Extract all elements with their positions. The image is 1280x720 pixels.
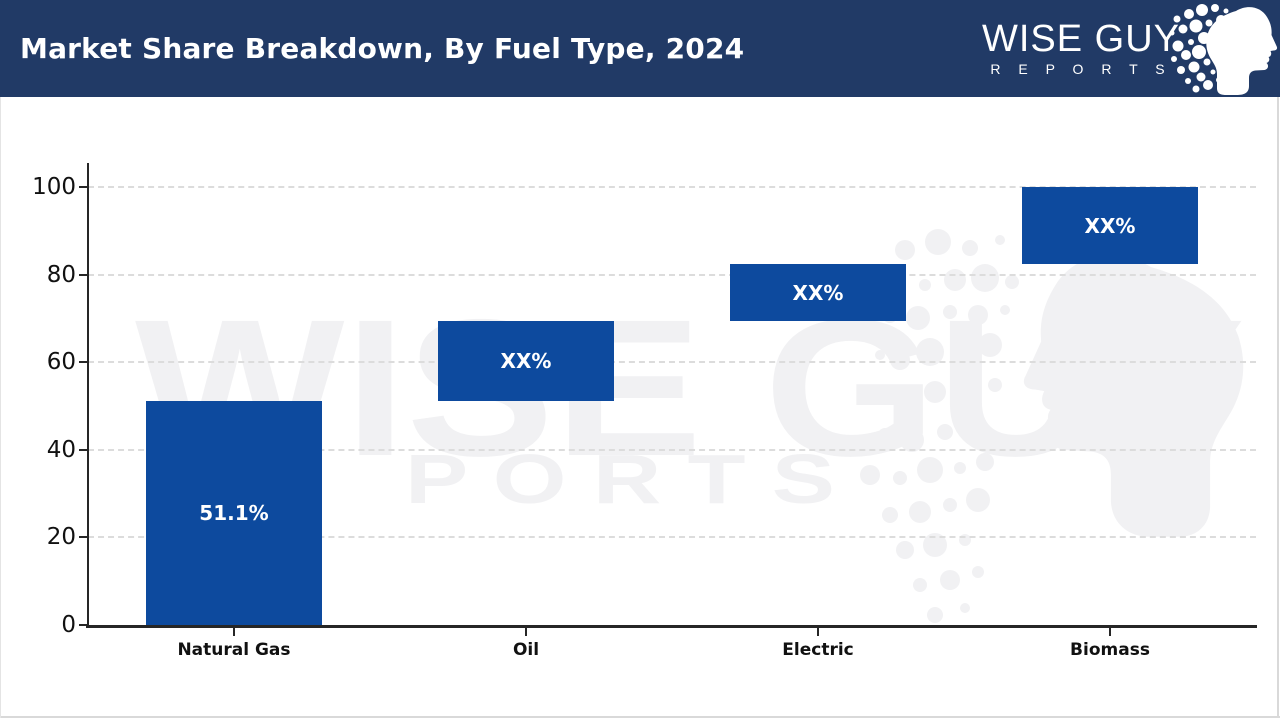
- y-tick-label: 0: [61, 612, 76, 638]
- y-tick-mark: [79, 624, 87, 626]
- bottom-border-line: [0, 716, 1280, 718]
- y-tick-label: 100: [32, 174, 76, 200]
- right-border-line: [1277, 97, 1279, 718]
- dotted-head-logo-icon: [1169, 3, 1278, 95]
- x-tick-label-oil: Oil: [512, 640, 540, 660]
- y-tick-mark: [79, 186, 87, 188]
- x-axis-spine: [86, 625, 1257, 628]
- bar-value-label: 51.1%: [199, 501, 269, 526]
- brand-logo: WISE GUY R E P O R T S: [982, 0, 1278, 97]
- bar-biomass: [1022, 187, 1198, 265]
- page-title: Market Share Breakdown, By Fuel Type, 20…: [20, 32, 745, 65]
- head-profile-shape: [1206, 6, 1278, 95]
- x-tick-label-natural-gas: Natural Gas: [177, 640, 291, 660]
- y-axis-spine: [87, 163, 89, 627]
- y-tick-mark: [79, 361, 87, 364]
- brand-subtext: R E P O R T S: [990, 61, 1172, 77]
- bar-oil: [438, 321, 614, 402]
- y-tick-label: 40: [46, 436, 76, 463]
- y-tick-mark: [79, 448, 87, 451]
- y-tick-mark: [79, 536, 87, 539]
- x-tick-label-electric: Electric: [782, 640, 854, 660]
- y-tick-label: 20: [46, 524, 76, 551]
- bar-value-label: XX%: [792, 280, 844, 305]
- brand-wordmark: WISE GUY: [981, 18, 1180, 60]
- x-tick-mark: [1109, 628, 1111, 636]
- x-tick-mark: [525, 628, 527, 636]
- brand-logo-text: WISE GUY R E P O R T S: [982, 20, 1180, 77]
- bar-value-label: XX%: [500, 349, 552, 374]
- x-tick-label-biomass: Biomass: [1070, 640, 1150, 660]
- y-tick-mark: [79, 273, 87, 276]
- gridline-40: [88, 448, 1256, 451]
- gridline-60: [88, 361, 1256, 364]
- y-tick-label: 80: [46, 261, 76, 288]
- gridline-80: [88, 273, 1256, 276]
- gridline-100: [88, 186, 1256, 188]
- bar-value-label: XX%: [1084, 213, 1136, 238]
- x-tick-mark: [233, 628, 235, 636]
- gridline-20: [88, 536, 1256, 539]
- bar-electric: [730, 264, 906, 322]
- left-border-line: [0, 97, 1, 718]
- x-tick-mark: [817, 628, 819, 636]
- bar-natural-gas: [146, 401, 322, 625]
- header-bar: Market Share Breakdown, By Fuel Type, 20…: [0, 0, 1280, 97]
- y-tick-label: 60: [46, 349, 76, 376]
